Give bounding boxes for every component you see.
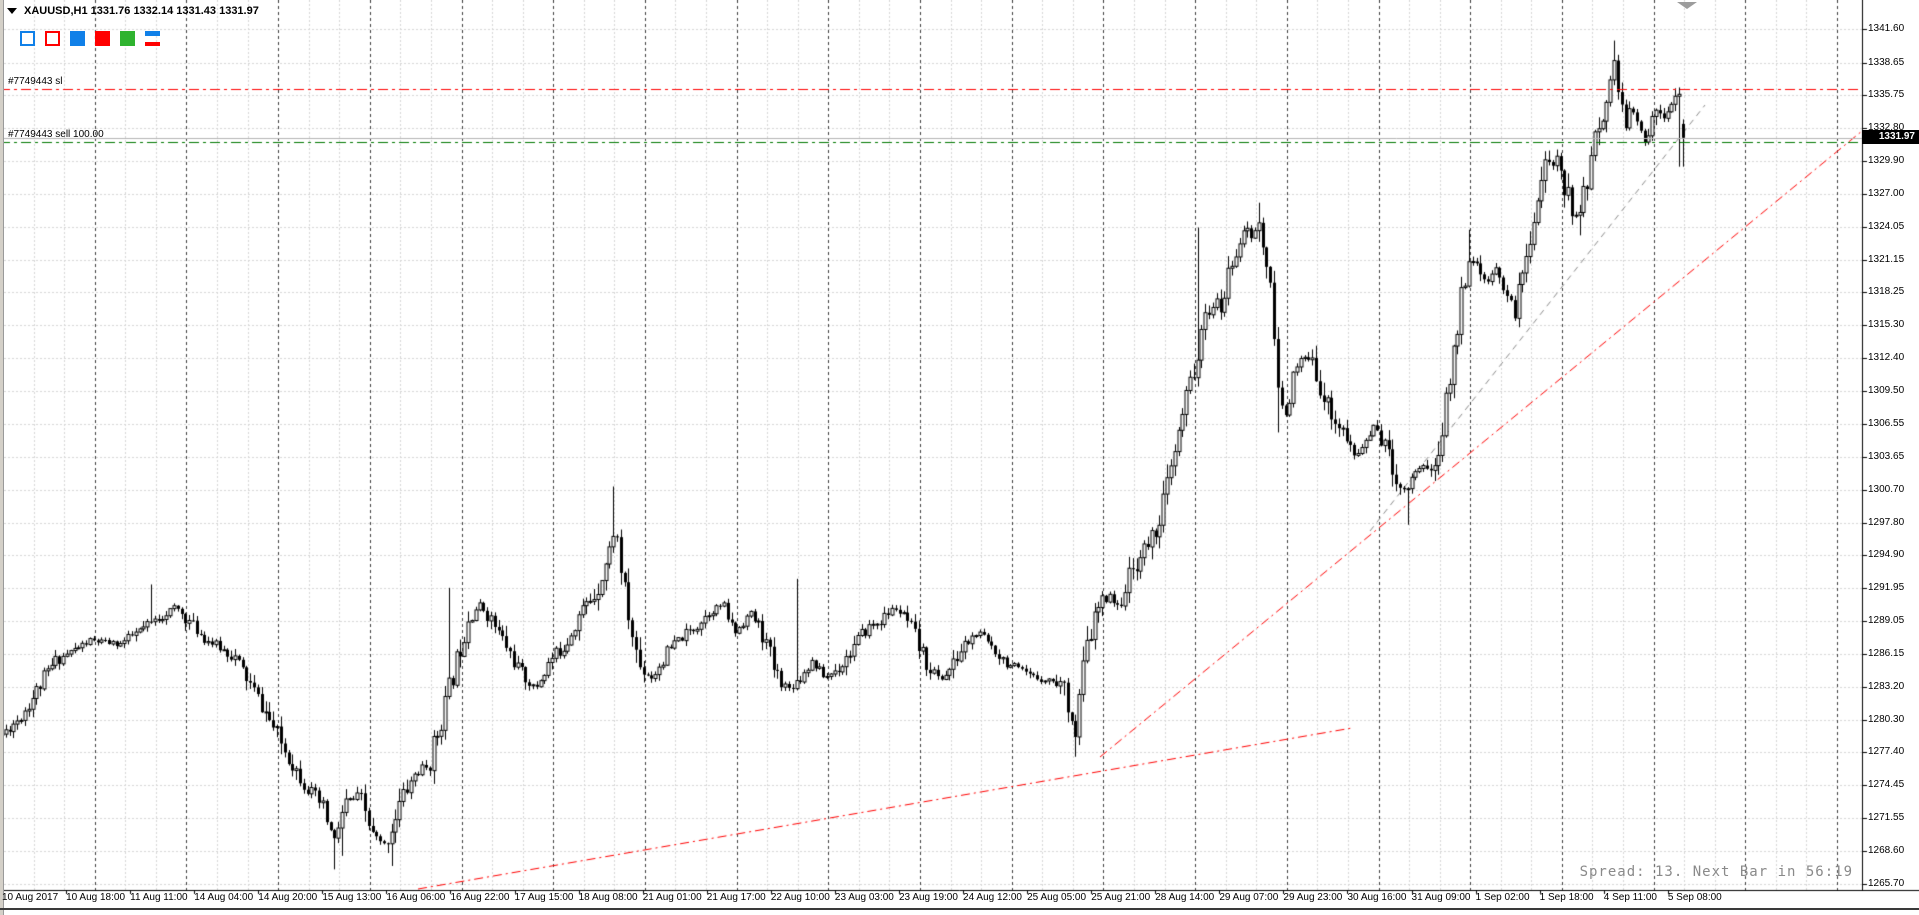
time-axis-label: 22 Aug 10:00 bbox=[770, 892, 830, 903]
time-axis-label: 16 Aug 22:00 bbox=[450, 892, 510, 903]
symbol-dropdown-icon[interactable] bbox=[7, 8, 17, 14]
price-axis-label: 1335.75 bbox=[1868, 89, 1905, 101]
time-axis-label: 17 Aug 15:00 bbox=[514, 892, 574, 903]
time-axis-label: 24 Aug 12:00 bbox=[963, 892, 1022, 903]
chart-shift-marker-icon[interactable] bbox=[1677, 2, 1697, 9]
price-axis-label: 1297.80 bbox=[1868, 516, 1905, 528]
time-axis-label: 10 Aug 2017 bbox=[2, 892, 59, 903]
color-toolbar bbox=[20, 31, 160, 46]
price-axis-label: 1321.15 bbox=[1868, 253, 1905, 265]
sell-position-line-label[interactable]: #7749443 sell 100.00 bbox=[8, 129, 104, 141]
time-axis-label: 14 Aug 04:00 bbox=[194, 892, 254, 903]
price-axis-label: 1341.60 bbox=[1868, 23, 1905, 35]
time-axis-label: 5 Sep 08:00 bbox=[1667, 892, 1722, 903]
red-outline-square-icon[interactable] bbox=[45, 31, 60, 46]
price-axis-label: 1280.30 bbox=[1868, 713, 1905, 725]
price-axis-label: 1271.55 bbox=[1868, 812, 1905, 824]
time-axis-label: 29 Aug 07:00 bbox=[1219, 892, 1279, 903]
price-axis-label: 1306.55 bbox=[1868, 417, 1905, 429]
current-bid-price-tag: 1331.97 bbox=[1862, 130, 1919, 144]
time-axis-label: 30 Aug 16:00 bbox=[1347, 892, 1407, 903]
blue-square-icon[interactable] bbox=[70, 31, 85, 46]
symbol-ohlc-text: XAUUSD,H1 1331.76 1332.14 1331.43 1331.9… bbox=[24, 5, 259, 17]
price-axis-label: 1318.25 bbox=[1868, 286, 1905, 298]
price-axis-label: 1324.05 bbox=[1868, 220, 1905, 232]
time-axis-label: 15 Aug 13:00 bbox=[322, 892, 382, 903]
time-axis-label: 4 Sep 11:00 bbox=[1603, 892, 1657, 903]
price-axis-label: 1315.30 bbox=[1868, 319, 1905, 331]
price-axis-label: 1277.40 bbox=[1868, 746, 1905, 758]
time-axis-label: 23 Aug 03:00 bbox=[834, 892, 894, 903]
price-axis-label: 1332.80 bbox=[1868, 122, 1905, 134]
time-axis-label: 1 Sep 02:00 bbox=[1475, 892, 1530, 903]
window-left-border bbox=[0, 0, 4, 915]
price-axis-label: 1283.20 bbox=[1868, 680, 1905, 692]
price-axis-label: 1289.05 bbox=[1868, 615, 1905, 627]
price-axis-label: 1338.65 bbox=[1868, 56, 1905, 68]
blue-outline-square-icon[interactable] bbox=[20, 31, 35, 46]
price-axis-label: 1300.70 bbox=[1868, 483, 1905, 495]
time-axis-label: 21 Aug 17:00 bbox=[706, 892, 766, 903]
red-square-icon[interactable] bbox=[95, 31, 110, 46]
price-axis-label: 1268.60 bbox=[1868, 845, 1905, 857]
time-axis-label: 23 Aug 19:00 bbox=[898, 892, 958, 903]
green-square-icon[interactable] bbox=[120, 31, 135, 46]
price-axis-label: 1327.00 bbox=[1868, 187, 1905, 199]
price-axis-label: 1291.95 bbox=[1868, 582, 1905, 594]
time-axis-label: 16 Aug 06:00 bbox=[386, 892, 446, 903]
time-axis-label: 1 Sep 18:00 bbox=[1539, 892, 1594, 903]
price-axis-label: 1309.50 bbox=[1868, 384, 1905, 396]
time-axis-label: 25 Aug 21:00 bbox=[1091, 892, 1151, 903]
price-axis-label: 1312.40 bbox=[1868, 352, 1905, 364]
price-axis-label: 1294.90 bbox=[1868, 549, 1905, 561]
price-axis-label: 1274.45 bbox=[1868, 779, 1905, 791]
time-axis-label: 11 Aug 11:00 bbox=[130, 892, 188, 903]
price-axis-label: 1329.90 bbox=[1868, 155, 1905, 167]
stop-loss-line-label[interactable]: #7749443 sl bbox=[8, 75, 63, 87]
time-axis-label: 25 Aug 05:00 bbox=[1027, 892, 1087, 903]
time-axis-label: 18 Aug 08:00 bbox=[578, 892, 638, 903]
price-axis-label: 1286.15 bbox=[1868, 647, 1905, 659]
time-axis-label: 10 Aug 18:00 bbox=[66, 892, 126, 903]
price-axis-label: 1303.65 bbox=[1868, 450, 1905, 462]
symbol-header: XAUUSD,H1 1331.76 1332.14 1331.43 1331.9… bbox=[7, 5, 259, 17]
bicolor-lines-icon[interactable] bbox=[145, 31, 160, 46]
spread-status-text: Spread: 13. Next Bar in 56:19 bbox=[1579, 864, 1853, 880]
time-axis-label: 28 Aug 14:00 bbox=[1155, 892, 1215, 903]
time-axis-label: 31 Aug 09:00 bbox=[1411, 892, 1471, 903]
time-axis-label: 29 Aug 23:00 bbox=[1283, 892, 1343, 903]
time-axis-label: 14 Aug 20:00 bbox=[258, 892, 318, 903]
time-axis-label: 21 Aug 01:00 bbox=[642, 892, 702, 903]
window-bottom-border bbox=[0, 908, 1919, 910]
price-axis-label: 1265.70 bbox=[1868, 878, 1905, 889]
